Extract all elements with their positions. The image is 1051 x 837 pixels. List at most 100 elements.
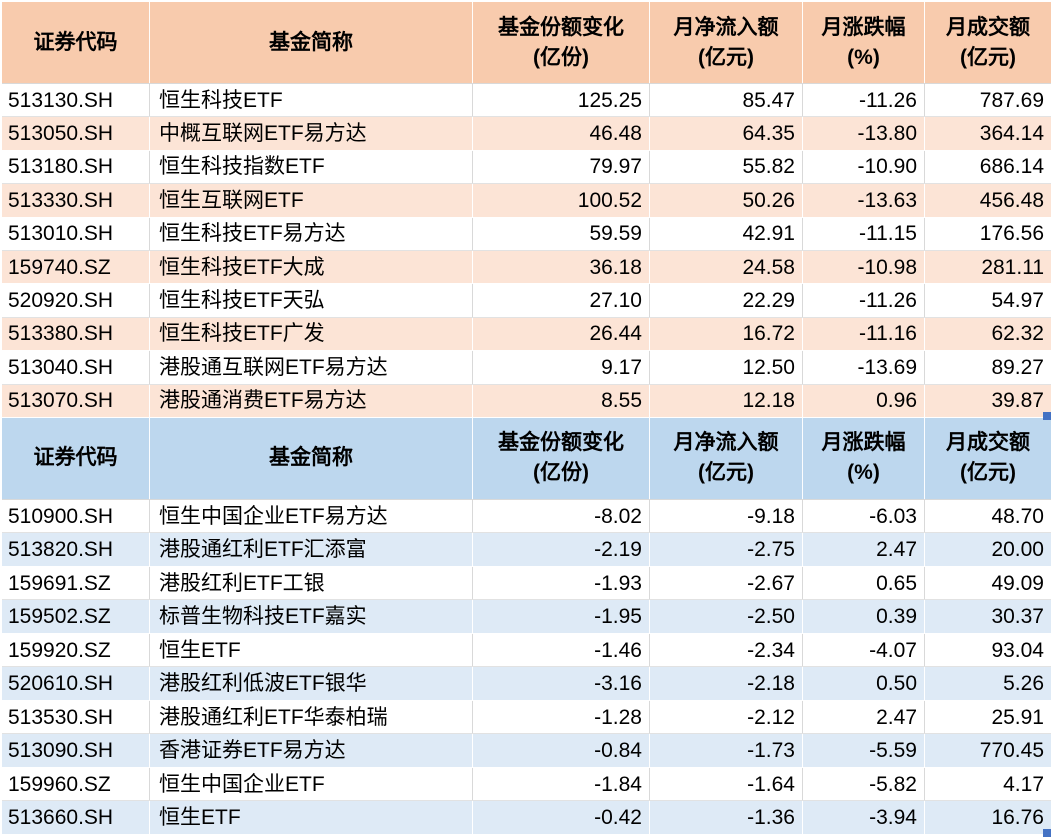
turnover-cell[interactable]: 30.37 xyxy=(991,605,1044,629)
share-change-cell[interactable]: 59.59 xyxy=(473,217,650,250)
share-change-cell[interactable]: 100.52 xyxy=(473,184,650,217)
turnover-cell[interactable]: 770.45 xyxy=(979,739,1044,763)
share-change-cell[interactable]: -0.84 xyxy=(473,734,650,767)
fund-name-cell[interactable]: 港股通红利ETF华泰柏瑞 xyxy=(150,700,473,734)
net-inflow-cell[interactable]: 12.18 xyxy=(650,384,803,417)
pct-change-cell[interactable]: 0.96 xyxy=(803,384,925,417)
pct-change-cell[interactable]: -13.80 xyxy=(803,117,925,150)
share-change-cell[interactable]: -1.93 xyxy=(473,566,650,600)
turnover-cell[interactable]: 48.70 xyxy=(991,504,1044,528)
pct-change-cell[interactable]: -3.94 xyxy=(803,801,925,834)
share-change-cell[interactable]: 36.18 xyxy=(473,250,650,284)
share-change-cell[interactable]: 27.10 xyxy=(473,284,650,317)
selection-fill-handle[interactable] xyxy=(1043,412,1051,420)
share-change-cell[interactable]: 26.44 xyxy=(473,317,650,351)
share-change-cell[interactable]: -1.95 xyxy=(473,600,650,633)
fund-name-cell[interactable]: 恒生科技ETF广发 xyxy=(150,317,473,351)
pct-change-cell[interactable]: 0.50 xyxy=(803,667,925,700)
share-change-cell[interactable]: -1.46 xyxy=(473,633,650,667)
security-code-cell[interactable]: 513820.SH xyxy=(2,533,150,566)
security-code-cell[interactable]: 513380.SH xyxy=(2,317,150,351)
pct-change-cell[interactable]: 0.39 xyxy=(803,600,925,633)
fund-name-cell[interactable]: 港股通互联网ETF易方达 xyxy=(150,351,473,384)
net-inflow-cell[interactable]: 24.58 xyxy=(650,250,803,284)
net-inflow-cell[interactable]: -1.36 xyxy=(650,801,803,834)
pct-change-cell[interactable]: -11.16 xyxy=(803,317,925,351)
net-inflow-cell[interactable]: -1.73 xyxy=(650,734,803,767)
turnover-cell[interactable]: 54.97 xyxy=(991,289,1044,313)
share-change-cell[interactable]: -3.16 xyxy=(473,667,650,700)
security-code-cell[interactable]: 159502.SZ xyxy=(2,600,150,633)
pct-change-cell[interactable]: -13.69 xyxy=(803,351,925,384)
security-code-cell[interactable]: 159920.SZ xyxy=(2,633,150,667)
turnover-cell[interactable]: 456.48 xyxy=(979,188,1044,212)
share-change-cell[interactable]: 9.17 xyxy=(473,351,650,384)
turnover-cell[interactable]: 25.91 xyxy=(991,705,1044,729)
security-code-cell[interactable]: 510900.SH xyxy=(2,499,150,533)
security-code-cell[interactable]: 513050.SH xyxy=(2,117,150,150)
security-code-cell[interactable]: 159691.SZ xyxy=(2,566,150,600)
fund-name-cell[interactable]: 港股通红利ETF汇添富 xyxy=(150,533,473,566)
turnover-cell[interactable]: 16.76 xyxy=(991,806,1044,830)
turnover-cell[interactable]: 787.69 xyxy=(979,88,1044,112)
net-inflow-cell[interactable]: -2.18 xyxy=(650,667,803,700)
pct-change-cell[interactable]: -5.59 xyxy=(803,734,925,767)
pct-change-cell[interactable]: 0.65 xyxy=(803,566,925,600)
security-code-cell[interactable]: 520920.SH xyxy=(2,284,150,317)
turnover-cell[interactable]: 686.14 xyxy=(979,155,1044,179)
security-code-cell[interactable]: 159740.SZ xyxy=(2,250,150,284)
fund-name-cell[interactable]: 标普生物科技ETF嘉实 xyxy=(150,600,473,633)
fund-name-cell[interactable]: 恒生中国企业ETF xyxy=(150,767,473,801)
net-inflow-cell[interactable]: 22.29 xyxy=(650,284,803,317)
turnover-cell[interactable]: 4.17 xyxy=(1003,772,1044,796)
pct-change-cell[interactable]: -11.26 xyxy=(803,84,925,117)
security-code-cell[interactable]: 513010.SH xyxy=(2,217,150,250)
security-code-cell[interactable]: 513530.SH xyxy=(2,700,150,734)
security-code-cell[interactable]: 159960.SZ xyxy=(2,767,150,801)
pct-change-cell[interactable]: 2.47 xyxy=(803,533,925,566)
share-change-cell[interactable]: -2.19 xyxy=(473,533,650,566)
pct-change-cell[interactable]: -4.07 xyxy=(803,633,925,667)
turnover-cell[interactable]: 20.00 xyxy=(991,538,1044,562)
net-inflow-cell[interactable]: -1.64 xyxy=(650,767,803,801)
security-code-cell[interactable]: 513040.SH xyxy=(2,351,150,384)
net-inflow-cell[interactable]: 42.91 xyxy=(650,217,803,250)
fund-name-cell[interactable]: 恒生ETF xyxy=(150,801,473,834)
net-inflow-cell[interactable]: -2.67 xyxy=(650,566,803,600)
fund-name-cell[interactable]: 恒生ETF xyxy=(150,633,473,667)
pct-change-cell[interactable]: -6.03 xyxy=(803,499,925,533)
fund-name-cell[interactable]: 港股通消费ETF易方达 xyxy=(150,384,473,417)
fund-name-cell[interactable]: 恒生科技ETF易方达 xyxy=(150,217,473,250)
share-change-cell[interactable]: -0.42 xyxy=(473,801,650,834)
fund-name-cell[interactable]: 中概互联网ETF易方达 xyxy=(150,117,473,150)
security-code-cell[interactable]: 513090.SH xyxy=(2,734,150,767)
fund-name-cell[interactable]: 恒生互联网ETF xyxy=(150,184,473,217)
selection-fill-handle[interactable] xyxy=(1043,829,1051,837)
share-change-cell[interactable]: 8.55 xyxy=(473,384,650,417)
share-change-cell[interactable]: 125.25 xyxy=(473,84,650,117)
pct-change-cell[interactable]: -11.15 xyxy=(803,217,925,250)
security-code-cell[interactable]: 513330.SH xyxy=(2,184,150,217)
pct-change-cell[interactable]: -11.26 xyxy=(803,284,925,317)
fund-name-cell[interactable]: 恒生中国企业ETF易方达 xyxy=(150,499,473,533)
security-code-cell[interactable]: 520610.SH xyxy=(2,667,150,700)
share-change-cell[interactable]: 46.48 xyxy=(473,117,650,150)
net-inflow-cell[interactable]: 16.72 xyxy=(650,317,803,351)
turnover-cell[interactable]: 62.32 xyxy=(991,322,1044,346)
share-change-cell[interactable]: 79.97 xyxy=(473,150,650,184)
turnover-cell[interactable]: 93.04 xyxy=(991,638,1044,662)
net-inflow-cell[interactable]: 55.82 xyxy=(650,150,803,184)
net-inflow-cell[interactable]: -2.50 xyxy=(650,600,803,633)
net-inflow-cell[interactable]: -2.75 xyxy=(650,533,803,566)
share-change-cell[interactable]: -8.02 xyxy=(473,499,650,533)
fund-name-cell[interactable]: 港股红利低波ETF银华 xyxy=(150,667,473,700)
turnover-cell[interactable]: 364.14 xyxy=(979,122,1044,146)
fund-name-cell[interactable]: 香港证券ETF易方达 xyxy=(150,734,473,767)
fund-name-cell[interactable]: 恒生科技ETF大成 xyxy=(150,250,473,284)
turnover-cell[interactable]: 39.87 xyxy=(991,389,1044,413)
fund-name-cell[interactable]: 恒生科技ETF xyxy=(150,84,473,117)
pct-change-cell[interactable]: -10.98 xyxy=(803,250,925,284)
security-code-cell[interactable]: 513070.SH xyxy=(2,384,150,417)
pct-change-cell[interactable]: -13.63 xyxy=(803,184,925,217)
turnover-cell[interactable]: 176.56 xyxy=(979,222,1044,246)
